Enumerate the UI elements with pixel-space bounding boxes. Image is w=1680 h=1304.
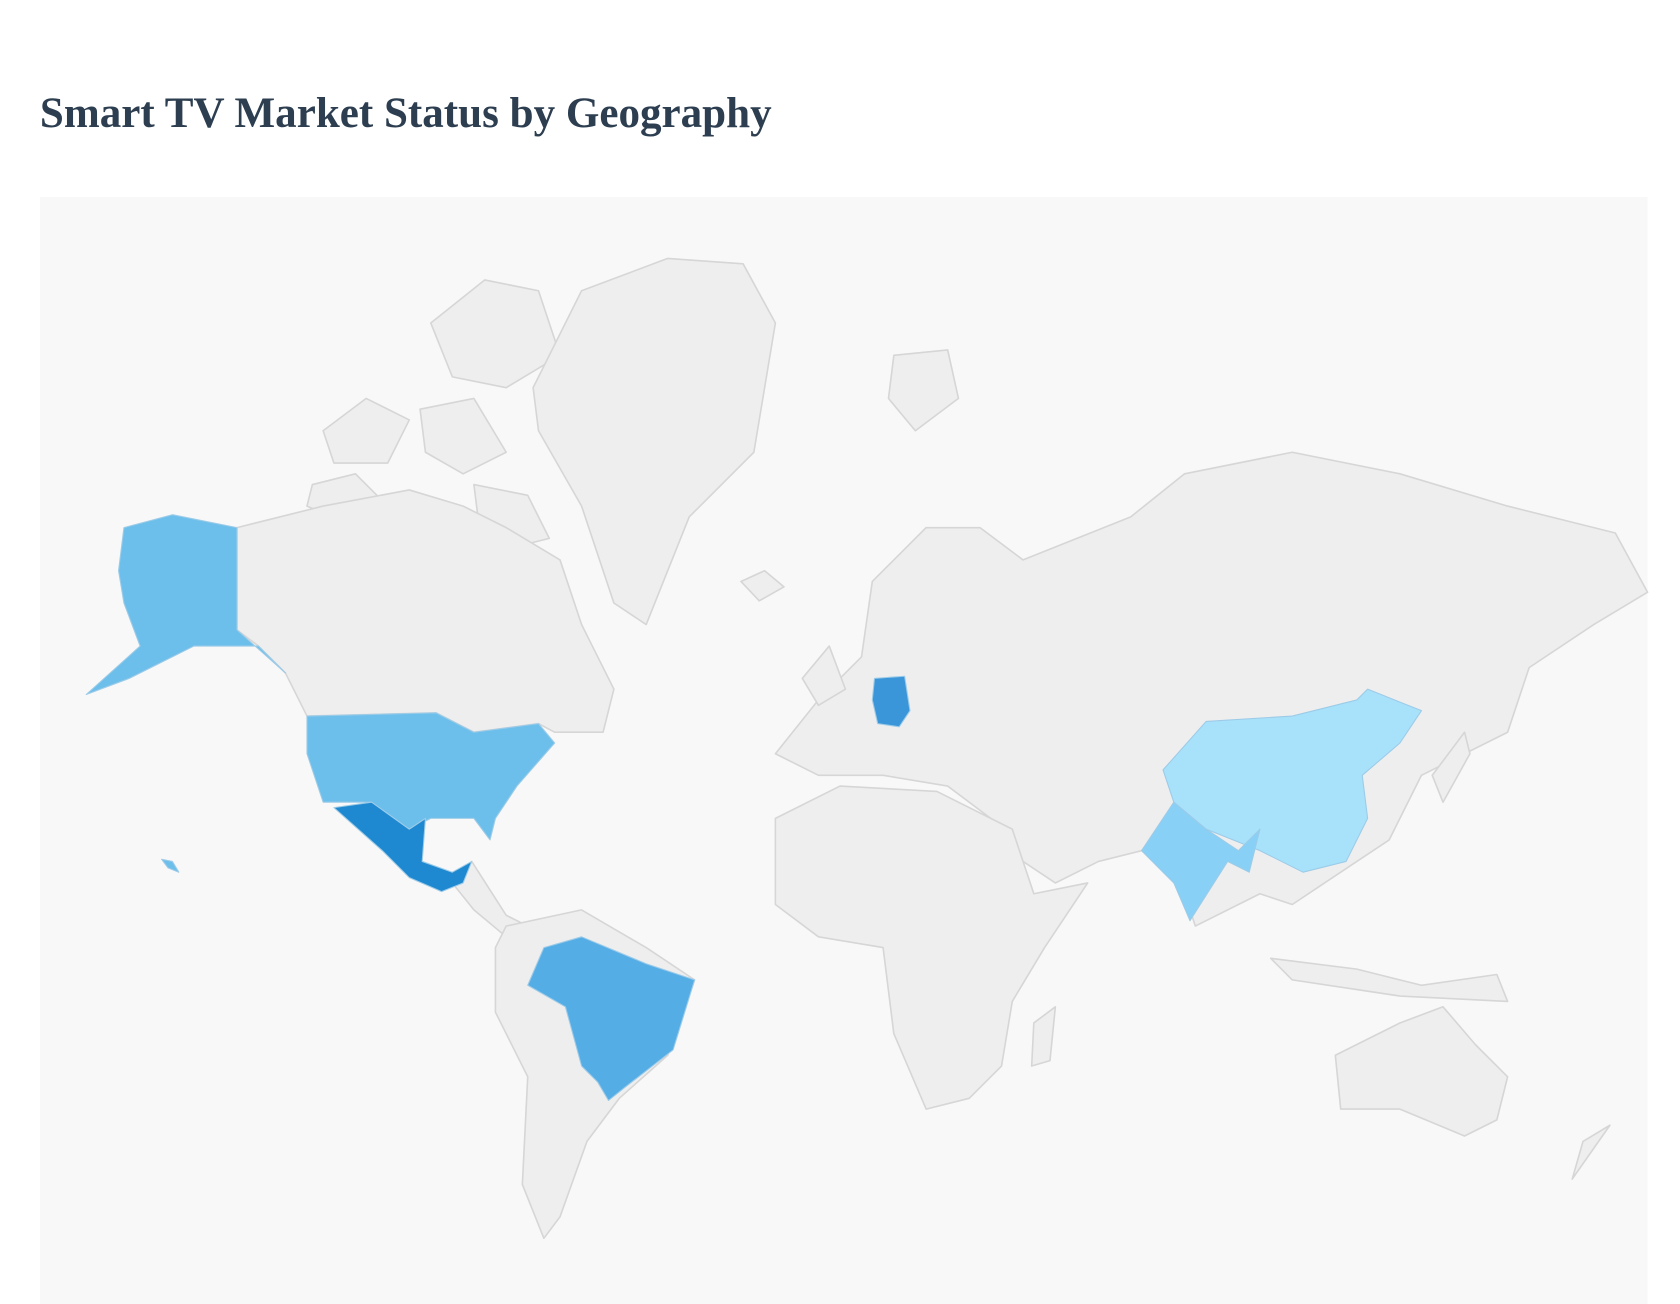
- land: [801, 645, 847, 707]
- united-states: [306, 712, 556, 841]
- land: [774, 785, 1089, 1110]
- mexico: [333, 801, 473, 893]
- land: [419, 397, 508, 475]
- land: [532, 257, 777, 626]
- land: [1431, 731, 1471, 804]
- hawaii: [161, 858, 180, 873]
- page-title: Smart TV Market Status by Geography: [40, 90, 772, 137]
- land: [322, 397, 411, 464]
- germany: [871, 675, 911, 728]
- land: [1334, 1005, 1509, 1137]
- land: [1269, 957, 1509, 1003]
- world-map: [85, 257, 1649, 1240]
- india: [1140, 801, 1261, 922]
- china: [1162, 688, 1423, 873]
- land: [887, 349, 960, 432]
- land: [1571, 1124, 1611, 1180]
- alaska: [85, 514, 286, 696]
- land: [1030, 1005, 1057, 1067]
- land: [740, 569, 785, 602]
- brazil: [527, 936, 696, 1102]
